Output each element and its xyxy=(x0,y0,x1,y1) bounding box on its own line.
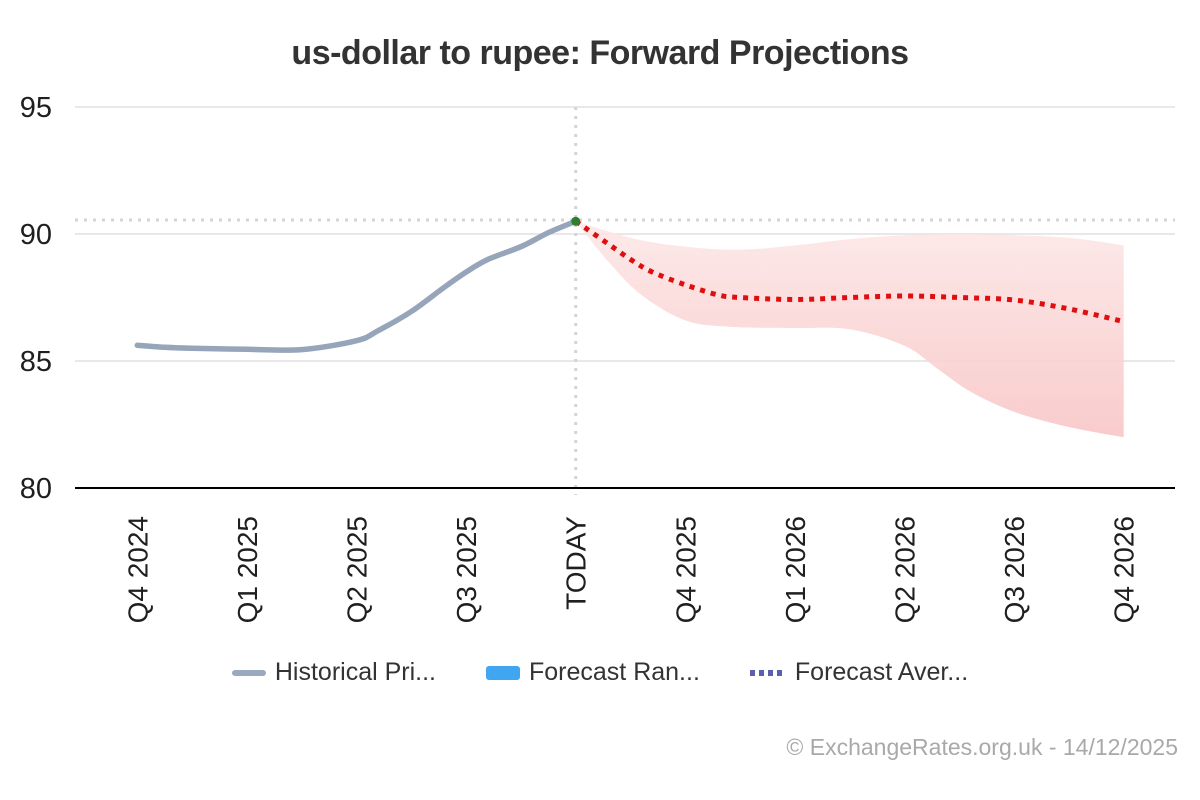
x-tick-label: Q3 2025 xyxy=(451,516,482,623)
watermark-credit: © ExchangeRates.org.uk - 14/12/2025 xyxy=(786,734,1178,760)
y-tick-label: 85 xyxy=(20,346,52,378)
x-tick-label: TODAY xyxy=(561,516,592,610)
x-tick-label: Q3 2026 xyxy=(999,516,1030,623)
legend-label: Forecast Ran... xyxy=(529,658,700,686)
legend-item-forecast-average[interactable]: Forecast Aver... xyxy=(749,658,969,687)
y-tick-label: 80 xyxy=(20,473,52,505)
legend-item-historical-price[interactable]: Historical Pri... xyxy=(231,658,436,687)
x-tick-label: Q2 2026 xyxy=(890,516,921,623)
y-tick-label: 95 xyxy=(20,92,52,124)
legend-label: Forecast Aver... xyxy=(794,658,969,686)
forecast-range-swatch-icon xyxy=(486,665,520,680)
historical-line-swatch-icon xyxy=(231,669,266,676)
today-marker-dot xyxy=(571,216,581,226)
x-tick-label: Q4 2026 xyxy=(1109,516,1140,623)
legend-label: Historical Pri... xyxy=(274,658,436,686)
forecast-average-swatch-icon xyxy=(749,669,786,676)
chart-legend: Historical Pri... Forecast Ran... Foreca… xyxy=(0,658,1200,687)
y-tick-label: 90 xyxy=(20,219,52,251)
x-tick-label: Q2 2025 xyxy=(342,516,373,623)
x-tick-label: Q4 2024 xyxy=(122,516,153,623)
forecast-range-band xyxy=(575,221,1124,438)
page-title: us-dollar to rupee: Forward Projections xyxy=(291,34,909,72)
x-tick-label: Q4 2025 xyxy=(670,516,701,623)
forecast-average-line xyxy=(574,219,1125,325)
x-tick-label: Q1 2026 xyxy=(780,516,811,623)
legend-item-forecast-range[interactable]: Forecast Ran... xyxy=(486,658,700,687)
historical-price-line xyxy=(134,218,579,353)
x-tick-label: Q1 2025 xyxy=(232,516,263,623)
